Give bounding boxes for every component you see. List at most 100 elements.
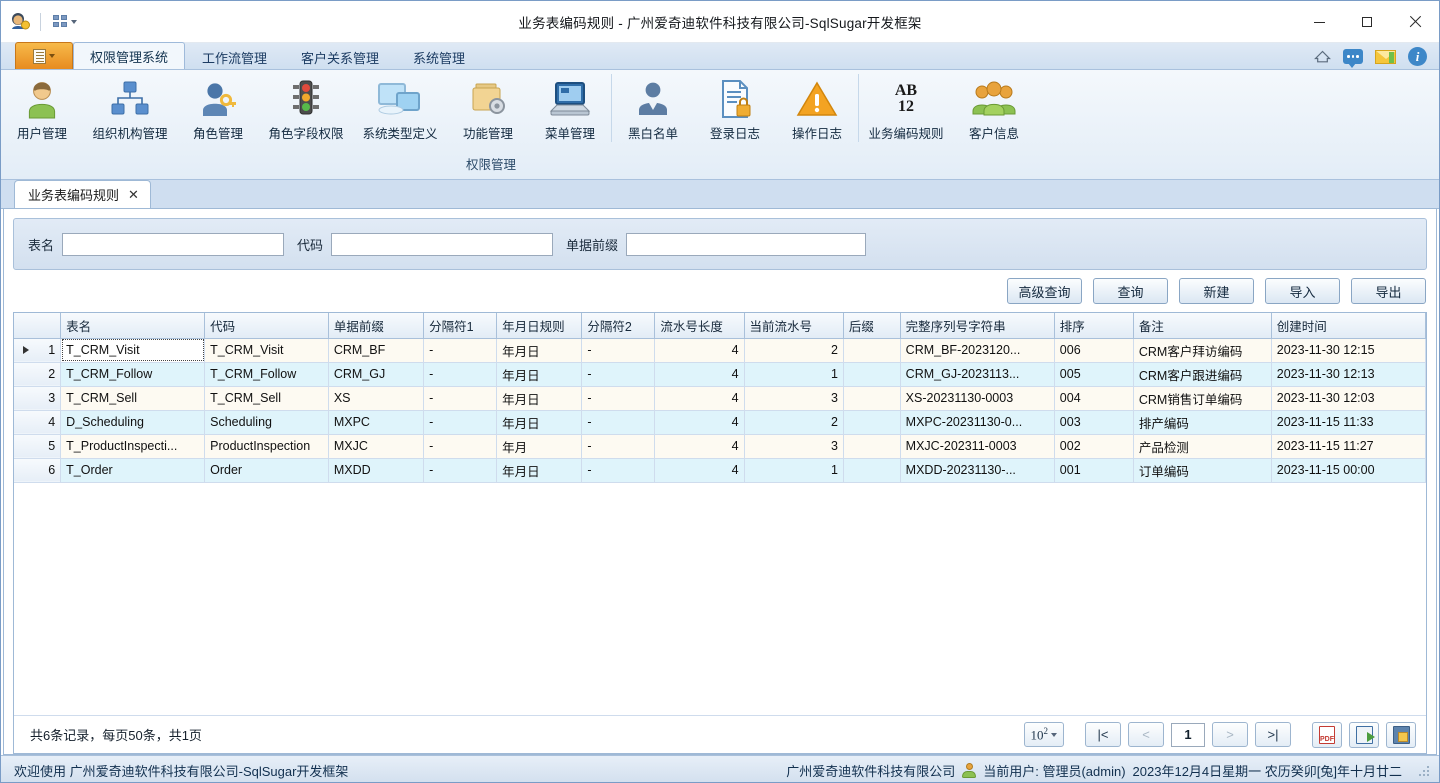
app-logo-icon[interactable]	[9, 11, 31, 33]
home-icon[interactable]	[1314, 50, 1331, 63]
ribbon-item-login-log[interactable]: 登录日志	[694, 74, 776, 142]
first-page-button[interactable]: |<	[1085, 722, 1121, 747]
column-header-sort[interactable]: 排序	[1054, 313, 1134, 339]
ribbon-item-org-management[interactable]: 组织机构管理	[83, 74, 177, 142]
export-excel-button[interactable]	[1349, 721, 1379, 748]
row-indicator[interactable]: 2	[14, 362, 62, 387]
column-header-created[interactable]: 创建时间	[1271, 313, 1426, 339]
cell-separator1[interactable]: -	[423, 386, 498, 411]
cell-prefix[interactable]: MXJC	[328, 434, 425, 459]
cell-created[interactable]: 2023-11-30 12:03	[1271, 386, 1426, 411]
resize-grip-icon[interactable]	[1415, 764, 1429, 776]
document-tab-business-code-rule[interactable]: 业务表编码规则 ✕	[14, 180, 151, 208]
cell-table-name[interactable]: T_Order	[60, 458, 206, 483]
cell-separator1[interactable]: -	[423, 338, 498, 363]
cell-remark[interactable]: CRM客户跟进编码	[1133, 362, 1272, 387]
cell-code[interactable]: Scheduling	[204, 410, 329, 435]
cell-code[interactable]: T_CRM_Follow	[204, 362, 329, 387]
cell-full-sequence[interactable]: MXDD-20231130-...	[900, 458, 1055, 483]
cell-full-sequence[interactable]: MXJC-202311-0003	[900, 434, 1055, 459]
cell-created[interactable]: 2023-11-30 12:13	[1271, 362, 1426, 387]
cell-seq-length[interactable]: 4	[654, 458, 745, 483]
cell-code[interactable]: T_CRM_Sell	[204, 386, 329, 411]
next-page-button[interactable]: >	[1212, 722, 1248, 747]
cell-separator2[interactable]: -	[581, 338, 656, 363]
cell-separator2[interactable]: -	[581, 434, 656, 459]
column-header-date-rule[interactable]: 年月日规则	[496, 313, 583, 339]
cell-seq-length[interactable]: 4	[654, 338, 745, 363]
cell-table-name[interactable]: T_CRM_Follow	[60, 362, 206, 387]
cell-suffix[interactable]	[843, 386, 901, 411]
cell-remark[interactable]: 订单编码	[1133, 458, 1272, 483]
column-header-separator1[interactable]: 分隔符1	[423, 313, 498, 339]
cell-sort[interactable]: 006	[1054, 338, 1134, 363]
column-header-prefix[interactable]: 单据前缀	[328, 313, 425, 339]
cell-date-rule[interactable]: 年月日	[496, 458, 583, 483]
export-button[interactable]: 导出	[1351, 278, 1426, 304]
table-row[interactable]: 6 T_Order Order MXDD - 年月日 - 4 1 MXDD-20…	[14, 458, 1426, 483]
column-header-code[interactable]: 代码	[204, 313, 329, 339]
row-indicator[interactable]: 5	[14, 434, 62, 459]
cell-seq-length[interactable]: 4	[654, 410, 745, 435]
caret-down-icon[interactable]	[71, 19, 77, 24]
column-header-current-seq[interactable]: 当前流水号	[744, 313, 844, 339]
cell-code[interactable]: Order	[204, 458, 329, 483]
column-header-full-sequence[interactable]: 完整序列号字符串	[900, 313, 1055, 339]
ribbon-item-blacklist-whitelist[interactable]: 黑白名单	[612, 74, 694, 142]
previous-page-button[interactable]: <	[1128, 722, 1164, 747]
cell-table-name[interactable]: D_Scheduling	[60, 410, 206, 435]
quick-access-grid-button[interactable]	[50, 13, 80, 30]
cell-created[interactable]: 2023-11-15 11:33	[1271, 410, 1426, 435]
page-size-caret-icon[interactable]	[1051, 732, 1057, 737]
cell-current-seq[interactable]: 2	[744, 338, 844, 363]
ribbon-item-menu-management[interactable]: 菜单管理	[529, 74, 611, 142]
cell-seq-length[interactable]: 4	[654, 386, 745, 411]
cell-remark[interactable]: CRM销售订单编码	[1133, 386, 1272, 411]
cell-separator2[interactable]: -	[581, 458, 656, 483]
cell-date-rule[interactable]: 年月日	[496, 338, 583, 363]
new-button[interactable]: 新建	[1179, 278, 1254, 304]
maximize-button[interactable]	[1343, 1, 1391, 43]
import-button[interactable]: 导入	[1265, 278, 1340, 304]
cell-current-seq[interactable]: 1	[744, 458, 844, 483]
mail-icon[interactable]	[1375, 49, 1396, 64]
cell-separator2[interactable]: -	[581, 362, 656, 387]
cell-table-name[interactable]: T_CRM_Visit	[60, 338, 206, 363]
save-layout-button[interactable]	[1386, 721, 1416, 748]
table-row[interactable]: 5 T_ProductInspecti... ProductInspection…	[14, 434, 1426, 459]
cell-prefix[interactable]: CRM_BF	[328, 338, 425, 363]
cell-date-rule[interactable]: 年月	[496, 434, 583, 459]
cell-full-sequence[interactable]: CRM_BF-2023120...	[900, 338, 1055, 363]
row-indicator[interactable]: 4	[14, 410, 62, 435]
column-header-indicator[interactable]	[14, 313, 62, 339]
cell-table-name[interactable]: T_ProductInspecti...	[60, 434, 206, 459]
export-pdf-button[interactable]: PDF	[1312, 721, 1342, 748]
cell-suffix[interactable]	[843, 338, 901, 363]
cell-code[interactable]: T_CRM_Visit	[204, 338, 329, 363]
cell-created[interactable]: 2023-11-15 00:00	[1271, 458, 1426, 483]
cell-sort[interactable]: 004	[1054, 386, 1134, 411]
cell-current-seq[interactable]: 3	[744, 434, 844, 459]
ribbon-item-function-management[interactable]: 功能管理	[447, 74, 529, 142]
cell-separator1[interactable]: -	[423, 410, 498, 435]
cell-remark[interactable]: CRM客户拜访编码	[1133, 338, 1272, 363]
cell-separator1[interactable]: -	[423, 434, 498, 459]
cell-current-seq[interactable]: 1	[744, 362, 844, 387]
ribbon-tab-workflow[interactable]: 工作流管理	[185, 44, 284, 69]
row-indicator[interactable]: 1	[14, 338, 62, 363]
ribbon-item-operation-log[interactable]: 操作日志	[776, 74, 858, 142]
page-size-button[interactable]: 102	[1023, 722, 1064, 747]
cell-sort[interactable]: 005	[1054, 362, 1134, 387]
advanced-search-button[interactable]: 高级查询	[1007, 278, 1082, 304]
cell-current-seq[interactable]: 2	[744, 410, 844, 435]
info-icon[interactable]: i	[1408, 47, 1427, 66]
cell-suffix[interactable]	[843, 434, 901, 459]
ribbon-tab-system[interactable]: 系统管理	[396, 44, 482, 69]
cell-separator1[interactable]: -	[423, 458, 498, 483]
cell-separator1[interactable]: -	[423, 362, 498, 387]
cell-sort[interactable]: 003	[1054, 410, 1134, 435]
filter-input-table-name[interactable]	[62, 232, 285, 256]
cell-code[interactable]: ProductInspection	[204, 434, 329, 459]
column-header-seq-length[interactable]: 流水号长度	[654, 313, 745, 339]
row-indicator[interactable]: 3	[14, 386, 62, 411]
